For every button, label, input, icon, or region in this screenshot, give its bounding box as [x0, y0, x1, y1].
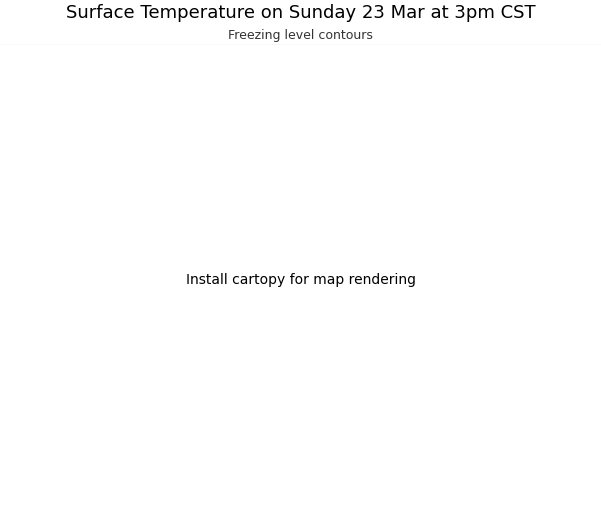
Text: Freezing level contours: Freezing level contours [228, 29, 373, 42]
Text: Surface Temperature on Sunday 23 Mar at 3pm CST: Surface Temperature on Sunday 23 Mar at … [66, 4, 535, 22]
Text: Install cartopy for map rendering: Install cartopy for map rendering [186, 272, 415, 287]
